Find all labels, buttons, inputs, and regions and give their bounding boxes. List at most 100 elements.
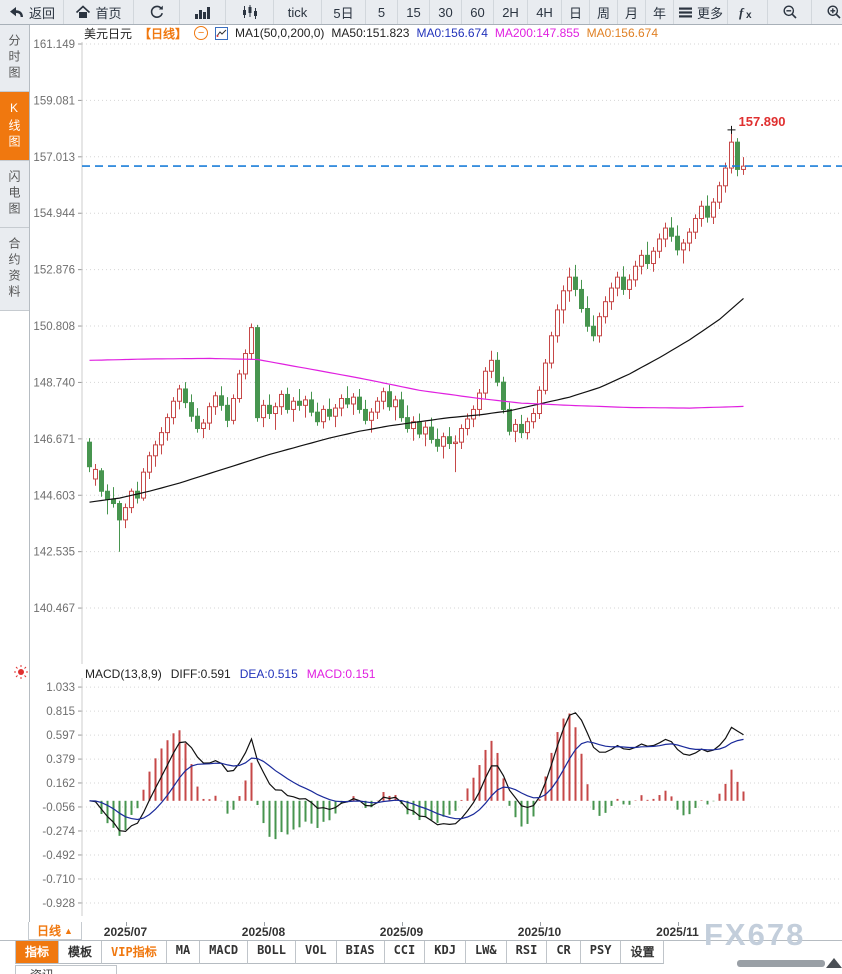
tab-ma[interactable]: MA bbox=[166, 941, 201, 964]
svg-text:152.876: 152.876 bbox=[33, 265, 75, 277]
macd-header: MACD(13,8,9) DIFF:0.591 DEA:0.515 MACD:0… bbox=[85, 666, 375, 681]
macd-params-label: MACD(13,8,9) bbox=[85, 666, 162, 681]
period-day-button[interactable]: 日 bbox=[562, 0, 590, 24]
back-icon bbox=[8, 4, 25, 20]
period-week-button[interactable]: 周 bbox=[590, 0, 618, 24]
toolbar-button-label: 日 bbox=[568, 5, 582, 21]
toolbar-button-label: 更多 bbox=[696, 5, 723, 21]
indicator-tabs: 指标 模板 VIP指标 MA MACD BOLL VOL BIAS CCI KDJ LW& RSI CR… bbox=[15, 941, 665, 964]
zoom-out-button[interactable] bbox=[768, 0, 812, 24]
zoom-in-button[interactable] bbox=[812, 0, 842, 24]
macd-pane-canvas[interactable]: 1.033 0.815 0.597 0.379 0.162 -0.056 -0.274 -0.… bbox=[30, 666, 842, 922]
toolbar-button-label: 60 bbox=[470, 4, 485, 20]
date-label: 2025/09 bbox=[379, 925, 424, 939]
tab-vip-indicator[interactable]: VIP指标 bbox=[102, 941, 167, 964]
tab-cr[interactable]: CR bbox=[547, 941, 581, 964]
period-4h-button[interactable]: 4H bbox=[528, 0, 562, 24]
line-chart-type-button[interactable] bbox=[180, 0, 226, 24]
tab-macd[interactable]: MACD bbox=[200, 941, 249, 964]
date-tick bbox=[401, 922, 403, 926]
svg-text:154.944: 154.944 bbox=[33, 208, 75, 220]
ma50-value: MA50:151.823 bbox=[331, 26, 410, 40]
date-tick bbox=[539, 922, 541, 926]
date-tick bbox=[263, 922, 265, 926]
sidebar-item-lightning-chart[interactable]: 闪电图 bbox=[0, 161, 29, 228]
toolbar-button-label: 年 bbox=[652, 5, 666, 21]
svg-text:159.081: 159.081 bbox=[33, 95, 75, 107]
back-button[interactable]: 返回 bbox=[0, 0, 64, 24]
partial-bottom-tab[interactable]: 资讯 bbox=[15, 965, 117, 974]
ma200-value: MA200:147.855 bbox=[494, 26, 580, 40]
tab-bias[interactable]: BIAS bbox=[336, 941, 385, 964]
svg-text:-0.274: -0.274 bbox=[42, 826, 75, 838]
macd-dea-value: DEA:0.515 bbox=[239, 666, 298, 681]
axis-divider bbox=[0, 940, 842, 941]
svg-text:0.815: 0.815 bbox=[46, 706, 75, 718]
svg-text:148.740: 148.740 bbox=[33, 377, 75, 389]
period-tick-button[interactable]: tick bbox=[274, 0, 322, 24]
ma0-blue-value: MA0:156.674 bbox=[416, 26, 488, 40]
price-pane-canvas[interactable]: 161.149 159.081 157.013 154.944 152.876 150.8… bbox=[30, 24, 842, 666]
macd-macd-value: MACD:0.151 bbox=[306, 666, 376, 681]
toolbar-button-label: 15 bbox=[406, 4, 421, 20]
menu-icon bbox=[678, 6, 693, 19]
scrollbar-thumb[interactable] bbox=[737, 960, 825, 967]
tab-lw[interactable]: LW& bbox=[465, 941, 507, 964]
candlestick-type-button[interactable] bbox=[226, 0, 274, 24]
mini-chart-icon[interactable] bbox=[215, 26, 229, 40]
tab-settings[interactable]: 设置 bbox=[621, 941, 665, 964]
tab-psy[interactable]: PSY bbox=[580, 941, 622, 964]
period-60-button[interactable]: 60 bbox=[462, 0, 494, 24]
svg-text:146.671: 146.671 bbox=[33, 434, 75, 446]
tab-boll[interactable]: BOLL bbox=[248, 941, 296, 964]
tab-vol[interactable]: VOL bbox=[295, 941, 337, 964]
zoom-in-icon bbox=[826, 4, 842, 20]
refresh-icon bbox=[149, 4, 165, 20]
svg-text:x: x bbox=[746, 10, 752, 20]
svg-text:0.162: 0.162 bbox=[46, 778, 75, 790]
diff-line bbox=[89, 712, 744, 833]
tab-rsi[interactable]: RSI bbox=[506, 941, 548, 964]
left-sidebar: 分时图 K线图 闪电图 合约资料 bbox=[0, 25, 30, 922]
tab-kdj[interactable]: KDJ bbox=[425, 941, 466, 964]
macd-grid: 1.033 0.815 0.597 0.379 0.162 -0.056 -0.274 -0.… bbox=[42, 678, 842, 916]
more-button[interactable]: 更多 bbox=[674, 0, 728, 24]
high-annotation: 157.890 bbox=[727, 114, 786, 134]
sidebar-item-contract-info[interactable]: 合约资料 bbox=[0, 228, 29, 311]
svg-text:161.149: 161.149 bbox=[33, 39, 75, 51]
toolbar-button-label: 返回 bbox=[28, 5, 55, 21]
toolbar-button-label: 5 bbox=[377, 4, 386, 20]
period-selector[interactable]: 日线 ▲ bbox=[28, 922, 82, 940]
period-5-button[interactable]: 5 bbox=[366, 0, 398, 24]
period-15-button[interactable]: 15 bbox=[398, 0, 430, 24]
price-grid: 161.149 159.081 157.013 154.944 152.876 150.8… bbox=[33, 39, 842, 664]
candlestick-icon bbox=[241, 4, 259, 20]
refresh-button[interactable] bbox=[134, 0, 180, 24]
sidebar-item-time-chart[interactable]: 分时图 bbox=[0, 25, 29, 92]
period-2h-button[interactable]: 2H bbox=[494, 0, 528, 24]
date-tick bbox=[125, 922, 127, 926]
ma0-orange-value: MA0:156.674 bbox=[586, 26, 658, 40]
date-tick bbox=[677, 922, 679, 926]
sidebar-item-kline-chart[interactable]: K线图 bbox=[0, 92, 29, 161]
period-selector-label: 日线 bbox=[37, 924, 62, 938]
symbol-name: 美元日元 bbox=[84, 26, 133, 41]
period-month-button[interactable]: 月 bbox=[618, 0, 646, 24]
scroll-up-arrow-icon[interactable] bbox=[826, 958, 842, 968]
tab-indicator[interactable]: 指标 bbox=[15, 941, 60, 964]
collapse-minus-icon[interactable]: − bbox=[194, 26, 209, 40]
indicator-sun-icon[interactable] bbox=[13, 664, 29, 680]
tab-cci[interactable]: CCI bbox=[384, 941, 426, 964]
period-30-button[interactable]: 30 bbox=[430, 0, 462, 24]
watermark: FX678 bbox=[704, 917, 806, 952]
period-year-button[interactable]: 年 bbox=[646, 0, 674, 24]
candles bbox=[87, 132, 746, 552]
tab-template[interactable]: 模板 bbox=[59, 941, 103, 964]
home-button[interactable]: 首页 bbox=[64, 0, 134, 24]
period-5day-button[interactable]: 5日 bbox=[322, 0, 366, 24]
toolbar-button-label: tick bbox=[287, 4, 308, 20]
date-label: 2025/10 bbox=[517, 925, 562, 939]
toolbar-button-label: 4H bbox=[536, 4, 553, 20]
